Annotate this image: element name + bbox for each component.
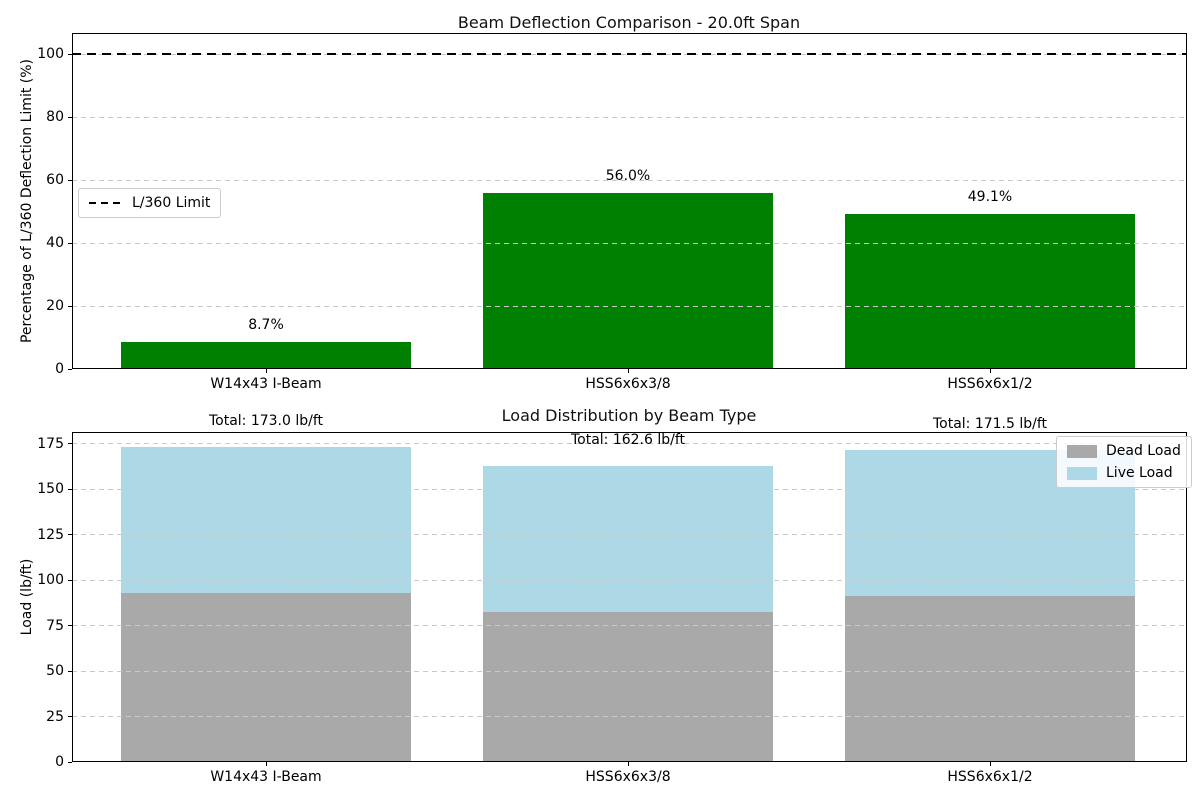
dashed-line-legend-marker	[89, 202, 123, 204]
live-load-bar-0	[121, 447, 411, 593]
ytick-mark-125	[68, 534, 72, 536]
deflection-bar-2	[845, 214, 1135, 369]
total-label-2: Total: 171.5 lb/ft	[932, 416, 1048, 433]
ytick-mark-75	[68, 625, 72, 627]
gridline-y-50	[72, 670, 1187, 672]
xtick-label-2: HSS6x6x1/2	[947, 769, 1033, 785]
l360-limit-legend-label: L/360 Limit	[132, 195, 211, 211]
load-legend: Dead Load Live Load	[1056, 436, 1192, 488]
ytick-mark-100	[68, 53, 72, 55]
gridline-y-80	[72, 116, 1187, 118]
xtick-label-0: W14x43 I-Beam	[210, 769, 322, 785]
bar-value-label-0: 8.7%	[248, 316, 284, 333]
live-load-bar-1	[483, 466, 773, 612]
ytick-label-0: 0	[55, 754, 64, 770]
xtick-mark-1	[628, 369, 629, 373]
ytick-mark-0	[68, 761, 72, 763]
bar-value-label-2: 49.1%	[967, 189, 1013, 206]
legend-item-dead-load: Dead Load	[1067, 443, 1181, 459]
ytick-label-60: 60	[46, 172, 64, 189]
gridline-y-75	[72, 625, 1187, 627]
ytick-mark-175	[68, 443, 72, 445]
deflection-bar-0	[121, 341, 411, 369]
gridline-y-40	[72, 242, 1187, 244]
live-load-swatch	[1067, 466, 1097, 480]
gridline-y-25	[72, 716, 1187, 718]
ytick-mark-150	[68, 488, 72, 490]
xtick-label-1: HSS6x6x3/8	[585, 376, 671, 392]
ytick-mark-20	[68, 305, 72, 307]
deflection-legend: L/360 Limit	[78, 188, 222, 218]
gridline-y-60	[72, 179, 1187, 181]
total-label-1: Total: 162.6 lb/ft	[570, 432, 686, 449]
ytick-label-100: 100	[37, 46, 64, 63]
dead-load-bar-1	[483, 611, 773, 762]
ytick-label-20: 20	[46, 298, 64, 315]
xtick-mark-1	[628, 762, 629, 766]
gridline-y-20	[72, 305, 1187, 307]
ytick-mark-80	[68, 116, 72, 118]
xtick-label-2: HSS6x6x1/2	[947, 376, 1033, 392]
dead-load-bar-0	[121, 592, 411, 762]
gridline-y-100	[72, 579, 1187, 581]
ytick-label-150: 150	[37, 481, 64, 498]
ytick-label-0: 0	[55, 361, 64, 377]
gridline-y-175	[72, 443, 1187, 445]
ytick-mark-0	[68, 368, 72, 370]
legend-item-live-load: Live Load	[1067, 465, 1181, 481]
xtick-label-1: HSS6x6x3/8	[585, 769, 671, 785]
xtick-label-0: W14x43 I-Beam	[210, 376, 322, 392]
gridline-y-150	[72, 488, 1187, 490]
live-load-legend-label: Live Load	[1106, 465, 1173, 481]
ytick-label-75: 75	[46, 617, 64, 634]
xtick-mark-0	[266, 762, 267, 766]
load-chart-title: Load Distribution by Beam Type	[501, 406, 757, 425]
ytick-mark-25	[68, 716, 72, 718]
deflection-bar-1	[483, 192, 773, 369]
deflection-chart-title: Beam Deflection Comparison - 20.0ft Span	[457, 13, 801, 32]
bar-value-label-1: 56.0%	[605, 167, 651, 184]
l360-limit-line	[72, 53, 1187, 56]
xtick-mark-2	[990, 369, 991, 373]
ytick-mark-60	[68, 179, 72, 181]
ytick-mark-100	[68, 579, 72, 581]
ytick-label-25: 25	[46, 708, 64, 725]
ytick-label-175: 175	[37, 435, 64, 452]
ytick-label-50: 50	[46, 663, 64, 680]
ytick-label-100: 100	[37, 572, 64, 589]
ytick-mark-50	[68, 670, 72, 672]
xtick-mark-2	[990, 762, 991, 766]
ytick-label-125: 125	[37, 526, 64, 543]
ytick-mark-40	[68, 242, 72, 244]
dead-load-legend-label: Dead Load	[1106, 443, 1181, 459]
xtick-mark-0	[266, 369, 267, 373]
gridline-y-125	[72, 534, 1187, 536]
ytick-label-40: 40	[46, 235, 64, 252]
total-label-0: Total: 173.0 lb/ft	[208, 413, 324, 430]
ytick-label-80: 80	[46, 109, 64, 126]
dead-load-swatch	[1067, 444, 1097, 458]
dead-load-bar-2	[845, 595, 1135, 762]
